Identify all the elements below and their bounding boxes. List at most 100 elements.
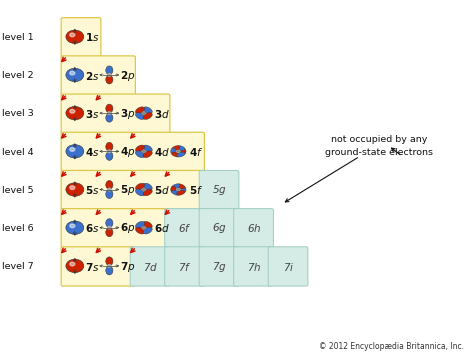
- Text: 4$\it{f}$: 4$\it{f}$: [189, 146, 203, 158]
- Text: 5$\it{d}$: 5$\it{d}$: [154, 184, 170, 196]
- Text: 7$\it{g}$: 7$\it{g}$: [212, 260, 227, 274]
- Ellipse shape: [143, 189, 152, 196]
- Text: level 4: level 4: [1, 148, 33, 157]
- Ellipse shape: [172, 146, 180, 151]
- Ellipse shape: [172, 152, 180, 157]
- FancyBboxPatch shape: [234, 209, 273, 248]
- Circle shape: [70, 186, 75, 190]
- Ellipse shape: [136, 183, 145, 190]
- Ellipse shape: [143, 183, 152, 190]
- Text: 3$\it{p}$: 3$\it{p}$: [120, 107, 135, 121]
- Text: level 7: level 7: [1, 262, 33, 271]
- FancyBboxPatch shape: [199, 209, 239, 248]
- Ellipse shape: [143, 222, 152, 228]
- Circle shape: [108, 150, 111, 153]
- Circle shape: [70, 148, 75, 151]
- FancyBboxPatch shape: [61, 18, 101, 57]
- Circle shape: [66, 30, 84, 43]
- Circle shape: [143, 227, 145, 229]
- Ellipse shape: [136, 189, 145, 196]
- Text: 7$\it{f}$: 7$\it{f}$: [179, 261, 192, 273]
- Text: 6$\it{g}$: 6$\it{g}$: [212, 222, 227, 235]
- Circle shape: [143, 112, 145, 114]
- Ellipse shape: [136, 227, 145, 234]
- Ellipse shape: [106, 266, 113, 275]
- Text: 4$\it{s}$: 4$\it{s}$: [85, 146, 100, 158]
- Ellipse shape: [177, 184, 185, 189]
- FancyBboxPatch shape: [268, 247, 308, 286]
- FancyBboxPatch shape: [199, 170, 239, 210]
- Ellipse shape: [136, 222, 145, 228]
- Circle shape: [70, 71, 75, 75]
- Text: level 1: level 1: [1, 33, 33, 42]
- Text: 7$\it{i}$: 7$\it{i}$: [283, 261, 294, 273]
- Ellipse shape: [177, 152, 185, 157]
- Circle shape: [70, 262, 75, 266]
- Ellipse shape: [106, 75, 113, 84]
- Circle shape: [66, 221, 84, 234]
- Ellipse shape: [171, 148, 176, 155]
- FancyBboxPatch shape: [164, 209, 204, 248]
- Text: 4$\it{p}$: 4$\it{p}$: [120, 145, 135, 159]
- FancyBboxPatch shape: [61, 132, 204, 171]
- Text: 3$\it{d}$: 3$\it{d}$: [154, 108, 170, 120]
- FancyBboxPatch shape: [61, 247, 136, 286]
- Circle shape: [66, 106, 84, 120]
- Circle shape: [66, 259, 84, 273]
- Text: 4$\it{d}$: 4$\it{d}$: [154, 146, 170, 158]
- Text: 6$\it{d}$: 6$\it{d}$: [154, 223, 170, 234]
- Text: 6$\it{h}$: 6$\it{h}$: [247, 223, 262, 234]
- FancyBboxPatch shape: [130, 247, 170, 286]
- Ellipse shape: [177, 190, 185, 195]
- FancyBboxPatch shape: [61, 56, 136, 95]
- Ellipse shape: [143, 107, 152, 114]
- Ellipse shape: [106, 180, 113, 189]
- Text: 7$\it{p}$: 7$\it{p}$: [120, 260, 135, 274]
- Ellipse shape: [143, 145, 152, 152]
- Ellipse shape: [106, 142, 113, 151]
- Ellipse shape: [171, 186, 176, 193]
- Text: level 5: level 5: [1, 186, 33, 195]
- Ellipse shape: [172, 190, 180, 195]
- Text: 2$\it{p}$: 2$\it{p}$: [120, 69, 135, 83]
- Circle shape: [177, 189, 179, 190]
- FancyBboxPatch shape: [61, 209, 170, 248]
- FancyBboxPatch shape: [199, 247, 239, 286]
- Ellipse shape: [106, 228, 113, 237]
- Ellipse shape: [181, 148, 186, 155]
- Text: 5$\it{s}$: 5$\it{s}$: [85, 184, 100, 196]
- Circle shape: [143, 150, 145, 152]
- Circle shape: [66, 68, 84, 82]
- FancyBboxPatch shape: [61, 94, 170, 133]
- Text: 5$\it{f}$: 5$\it{f}$: [189, 184, 203, 196]
- Ellipse shape: [106, 152, 113, 160]
- Text: 6$\it{f}$: 6$\it{f}$: [179, 223, 192, 234]
- Text: 2$\it{s}$: 2$\it{s}$: [85, 70, 100, 82]
- FancyBboxPatch shape: [164, 247, 204, 286]
- Circle shape: [143, 189, 145, 191]
- Circle shape: [108, 74, 111, 76]
- Text: level 6: level 6: [1, 224, 33, 233]
- Circle shape: [108, 112, 111, 114]
- Text: level 3: level 3: [1, 109, 33, 118]
- Ellipse shape: [136, 113, 145, 119]
- Circle shape: [108, 226, 111, 229]
- Ellipse shape: [106, 219, 113, 228]
- Text: 6$\it{p}$: 6$\it{p}$: [120, 222, 135, 235]
- FancyBboxPatch shape: [61, 170, 204, 210]
- Text: © 2012 Encyclopædia Britannica, Inc.: © 2012 Encyclopædia Britannica, Inc.: [319, 342, 464, 351]
- Circle shape: [70, 224, 75, 228]
- Circle shape: [66, 183, 84, 196]
- Text: 6$\it{s}$: 6$\it{s}$: [85, 223, 100, 234]
- Ellipse shape: [106, 190, 113, 198]
- Text: 7$\it{d}$: 7$\it{d}$: [143, 261, 158, 273]
- Ellipse shape: [143, 227, 152, 234]
- Ellipse shape: [177, 146, 185, 151]
- Text: 7$\it{s}$: 7$\it{s}$: [85, 261, 100, 273]
- Ellipse shape: [106, 66, 113, 75]
- Text: 5$\it{g}$: 5$\it{g}$: [212, 183, 227, 197]
- Text: 7$\it{h}$: 7$\it{h}$: [247, 261, 262, 273]
- Text: 3$\it{s}$: 3$\it{s}$: [85, 108, 100, 120]
- Text: not occupied by any
ground-state electrons: not occupied by any ground-state electro…: [325, 135, 433, 157]
- Circle shape: [108, 265, 111, 267]
